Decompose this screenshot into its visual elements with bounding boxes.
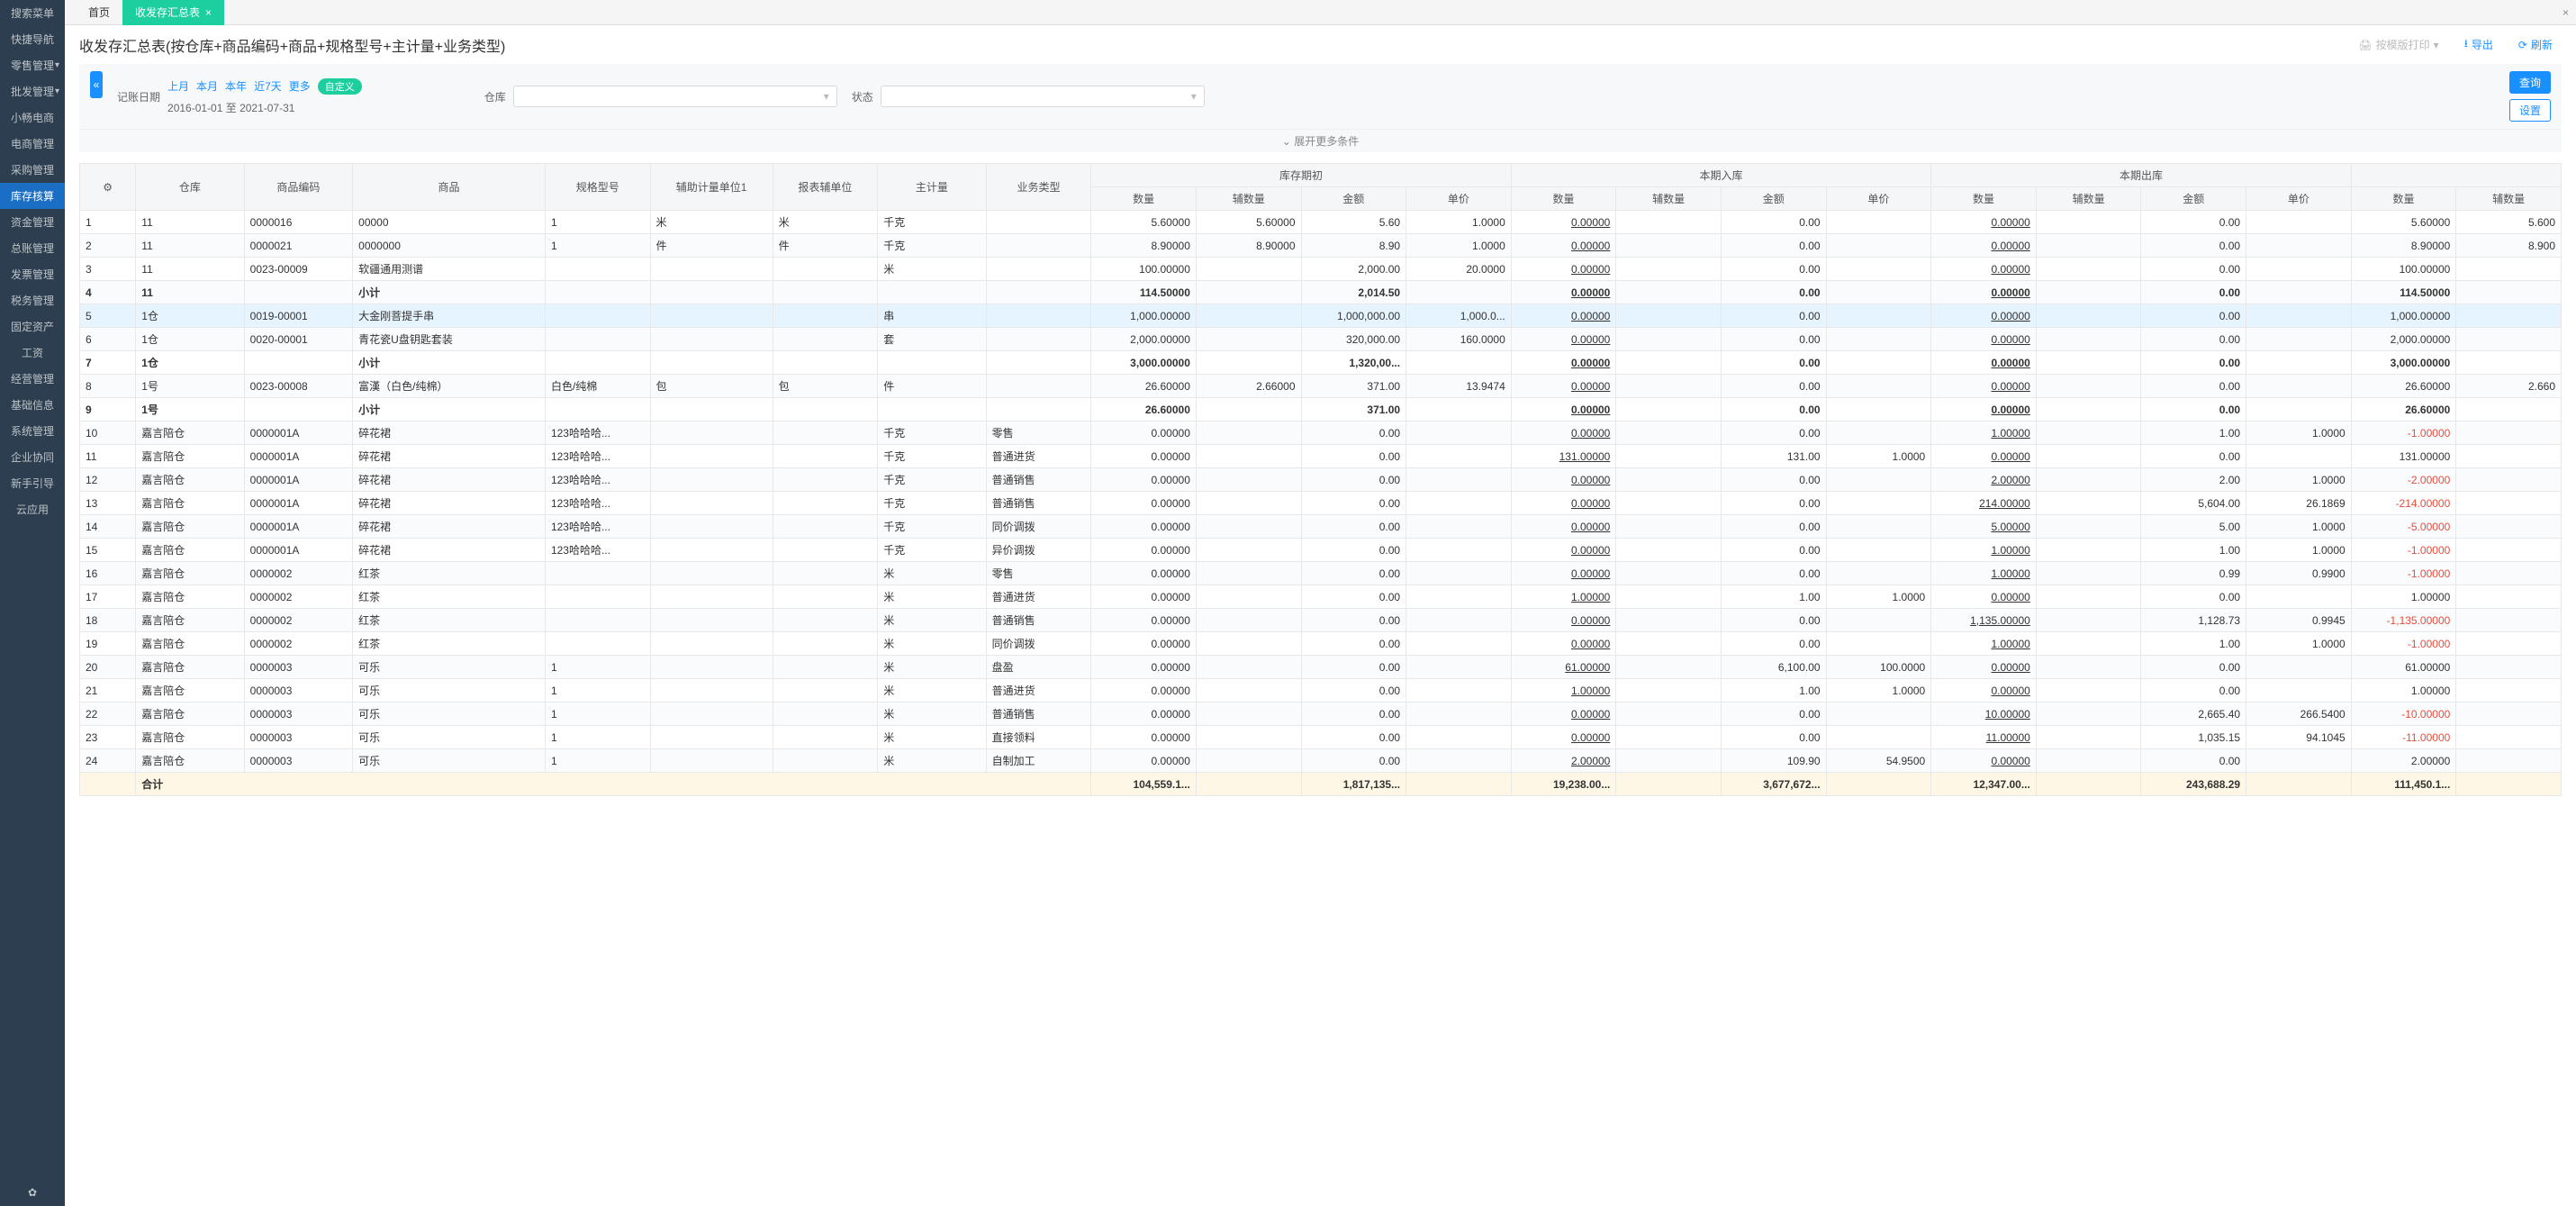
sidebar-item-17[interactable]: 企业协同 [0,444,65,470]
table-row[interactable]: 71仓小计3,000.000001,320,00...0.000000.000.… [80,351,2562,375]
table-row[interactable]: 20嘉言陪仓0000003可乐1米盘盈0.000000.0061.000006,… [80,656,2562,679]
date-shortcut-1[interactable]: 本月 [196,78,218,94]
sidebar-item-19[interactable]: 云应用 [0,496,65,522]
col-spec: 规格型号 [545,164,650,211]
sidebar-item-1[interactable]: 快捷导航 [0,26,65,52]
page-header: 收发存汇总表(按仓库+商品编码+商品+规格型号+主计量+业务类型) 🖨 按模版打… [65,25,2576,64]
table-row[interactable]: 18嘉言陪仓0000002红茶米普通销售0.000000.000.000000.… [80,609,2562,632]
sidebar-item-11[interactable]: 税务管理 [0,287,65,313]
col-product: 商品 [353,164,546,211]
table-row[interactable]: 211000002100000001件件千克8.900008.900008.90… [80,234,2562,258]
table-row[interactable]: 51仓0019-00001大金刚菩提手串串1,000.000001,000,00… [80,304,2562,328]
table-row[interactable]: 16嘉言陪仓0000002红茶米零售0.000000.000.000000.00… [80,562,2562,585]
status-select[interactable]: ▾ [881,86,1205,107]
filter-bar: « 记账日期 上月本月本年近7天更多自定义 2016-01-01 至 2021-… [79,64,2562,129]
table-row[interactable]: 1110000016000001米米千克5.600005.600005.601.… [80,211,2562,234]
tabs-close-all-icon[interactable]: × [2562,6,2569,19]
col-gear[interactable]: ⚙ [80,164,136,211]
date-range: 2016-01-01 至 2021-07-31 [167,100,362,115]
sidebar-item-13[interactable]: 工资 [0,340,65,366]
date-shortcut-0[interactable]: 上月 [167,78,189,94]
sidebar-item-10[interactable]: 发票管理 [0,261,65,287]
sidebar-item-16[interactable]: 系统管理 [0,418,65,444]
sidebar: 搜索菜单快捷导航零售管理▾批发管理▾小畅电商电商管理采购管理库存核算资金管理总账… [0,0,65,1206]
table-row[interactable]: 23嘉言陪仓0000003可乐1米直接领料0.000000.000.000000… [80,726,2562,749]
sidebar-item-3[interactable]: 批发管理▾ [0,78,65,104]
table-row[interactable]: 11嘉言陪仓0000001A碎花裙123哈哈哈...千克普通进货0.000000… [80,445,2562,468]
query-button[interactable]: 查询 [2509,71,2551,94]
sidebar-item-8[interactable]: 资金管理 [0,209,65,235]
table-row[interactable]: 10嘉言陪仓0000001A碎花裙123哈哈哈...千克零售0.000000.0… [80,422,2562,445]
col-group-out: 本期出库 [1931,164,2351,187]
table-row[interactable]: 22嘉言陪仓0000003可乐1米普通销售0.000000.000.000000… [80,703,2562,726]
refresh-button[interactable]: ⟳ 刷新 [2509,34,2562,55]
sidebar-item-12[interactable]: 固定资产 [0,313,65,340]
col-aux-unit: 辅助计量单位1 [650,164,773,211]
col-code: 商品编码 [244,164,352,211]
table-row[interactable]: 15嘉言陪仓0000001A碎花裙123哈哈哈...千克异价调拨0.000000… [80,539,2562,562]
total-row: 合计 104,559.1...1,817,135... 19,238.00...… [80,773,2562,796]
close-icon[interactable]: × [205,6,212,19]
col-group-opening: 库存期初 [1091,164,1511,187]
print-button[interactable]: 🖨 按模版打印 ▾ [2349,34,2447,55]
export-button[interactable]: ⭳ 导出 [2455,32,2502,57]
table-row[interactable]: 24嘉言陪仓0000003可乐1米自制加工0.000000.002.000001… [80,749,2562,773]
sidebar-item-6[interactable]: 采购管理 [0,157,65,183]
report-table: ⚙ 仓库 商品编码 商品 规格型号 辅助计量单位1 报表辅单位 主计量 业务类型… [65,152,2576,1206]
table-row[interactable]: 21嘉言陪仓0000003可乐1米普通进货0.000000.001.000001… [80,679,2562,703]
table-row[interactable]: 19嘉言陪仓0000002红茶米同价调拨0.000000.000.000000.… [80,632,2562,656]
sidebar-item-15[interactable]: 基础信息 [0,392,65,418]
settings-button[interactable]: 设置 [2509,99,2551,122]
tab-home[interactable]: 首页 [76,0,122,25]
table-row[interactable]: 61仓0020-00001青花瓷U盘钥匙套装套2,000.00000320,00… [80,328,2562,351]
tab-bar: 首页 收发存汇总表 × × [65,0,2576,25]
sidebar-item-2[interactable]: 零售管理▾ [0,52,65,78]
date-custom-badge[interactable]: 自定义 [318,78,362,95]
date-shortcut-3[interactable]: 近7天 [254,78,282,94]
settings-icon[interactable]: ✿ [0,1186,65,1199]
warehouse-label: 仓库 [484,89,506,104]
table-row[interactable]: 12嘉言陪仓0000001A碎花裙123哈哈哈...千克普通销售0.000000… [80,468,2562,492]
sidebar-item-7[interactable]: 库存核算 [0,183,65,209]
table-row[interactable]: 3110023-00009软疆通用测谱米100.000002,000.0020.… [80,258,2562,281]
col-biz-type: 业务类型 [986,164,1091,211]
sidebar-item-18[interactable]: 新手引导 [0,470,65,496]
table-row[interactable]: 411小计114.500002,014.500.000000.000.00000… [80,281,2562,304]
sidebar-item-4[interactable]: 小畅电商 [0,104,65,131]
col-group-in: 本期入库 [1511,164,1930,187]
sidebar-item-5[interactable]: 电商管理 [0,131,65,157]
table-row[interactable]: 14嘉言陪仓0000001A碎花裙123哈哈哈...千克同价调拨0.000000… [80,515,2562,539]
col-inv-unit: 报表辅单位 [773,164,878,211]
sidebar-item-14[interactable]: 经营管理 [0,366,65,392]
warehouse-select[interactable]: ▾ [513,86,837,107]
main-area: 首页 收发存汇总表 × × 收发存汇总表(按仓库+商品编码+商品+规格型号+主计… [65,0,2576,1206]
sidebar-item-9[interactable]: 总账管理 [0,235,65,261]
collapse-filter-icon[interactable]: « [90,71,103,98]
status-label: 状态 [852,89,873,104]
table-row[interactable]: 81号0023-00008富漢（白色/纯棉）白色/纯棉包包件26.600002.… [80,375,2562,398]
date-shortcut-4[interactable]: 更多 [289,78,311,94]
table-row[interactable]: 17嘉言陪仓0000002红茶米普通进货0.000000.001.000001.… [80,585,2562,609]
col-main-unit: 主计量 [878,164,986,211]
date-shortcut-2[interactable]: 本年 [225,78,247,94]
col-warehouse: 仓库 [136,164,244,211]
date-label: 记账日期 [117,89,160,104]
table-row[interactable]: 13嘉言陪仓0000001A碎花裙123哈哈哈...千克普通销售0.000000… [80,492,2562,515]
page-title: 收发存汇总表(按仓库+商品编码+商品+规格型号+主计量+业务类型) [79,34,505,56]
table-row[interactable]: 91号小计26.60000371.000.000000.000.000000.0… [80,398,2562,422]
expand-conditions[interactable]: ⌄ 展开更多条件 [79,129,2562,152]
sidebar-item-0[interactable]: 搜索菜单 [0,0,65,26]
tab-report[interactable]: 收发存汇总表 × [122,0,224,25]
